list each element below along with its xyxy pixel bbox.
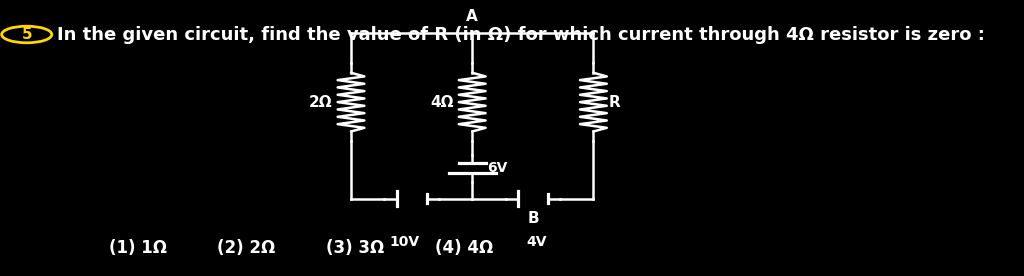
Text: R: R [608,95,621,110]
Text: A: A [466,9,478,24]
Text: (3) 3Ω: (3) 3Ω [326,239,384,258]
Text: (1) 1Ω: (1) 1Ω [109,239,167,258]
Text: 10V: 10V [390,235,420,249]
Text: 2Ω: 2Ω [309,95,333,110]
Text: B: B [527,211,539,225]
Text: 4V: 4V [526,235,547,249]
Text: 4Ω: 4Ω [430,95,454,110]
Text: 5: 5 [22,27,32,42]
Text: 6V: 6V [487,161,508,175]
Text: (2) 2Ω: (2) 2Ω [217,239,275,258]
Text: In the given circuit, find the value of R (in Ω) for which current through 4Ω re: In the given circuit, find the value of … [56,25,985,44]
Text: (4) 4Ω: (4) 4Ω [434,239,493,258]
